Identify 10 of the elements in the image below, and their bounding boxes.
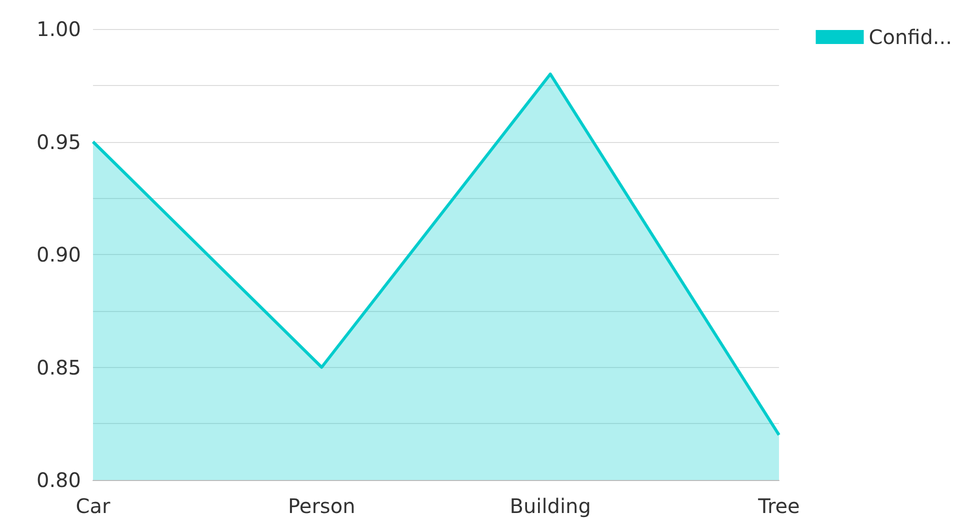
legend-label: Confid... <box>868 25 952 49</box>
y-tick-label: 0.80 <box>36 468 81 492</box>
x-tick-label: Person <box>288 494 356 518</box>
y-tick-label: 1.00 <box>36 17 81 41</box>
y-tick-label: 0.90 <box>36 242 81 266</box>
x-tick-label: Building <box>510 494 591 518</box>
x-tick-label: Tree <box>757 494 800 518</box>
x-tick-label: Car <box>76 494 111 518</box>
y-tick-label: 0.85 <box>36 355 81 380</box>
y-tick-label: 0.95 <box>36 130 81 154</box>
